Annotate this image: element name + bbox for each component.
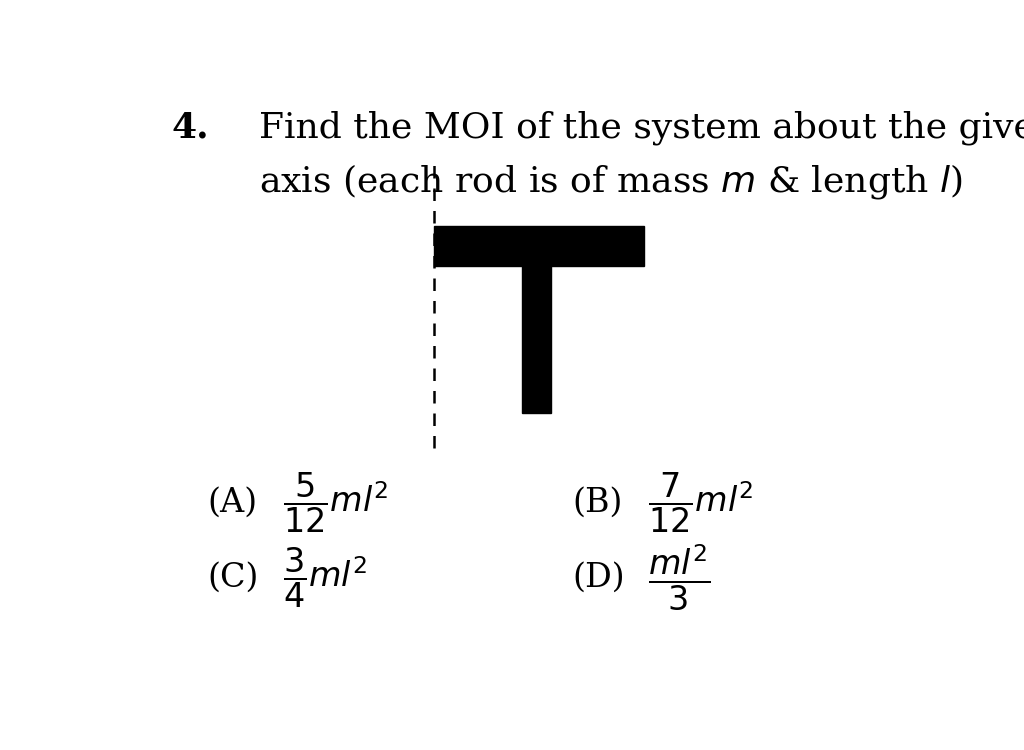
- Text: Find the MOI of the system about the given: Find the MOI of the system about the giv…: [259, 110, 1024, 145]
- Text: $\dfrac{7}{12}ml^2$: $\dfrac{7}{12}ml^2$: [648, 471, 754, 535]
- Text: $\dfrac{5}{12}ml^2$: $\dfrac{5}{12}ml^2$: [283, 471, 388, 535]
- Text: (B): (B): [572, 487, 623, 519]
- Text: $\dfrac{3}{4}ml^2$: $\dfrac{3}{4}ml^2$: [283, 546, 367, 610]
- Text: (A): (A): [207, 487, 257, 519]
- Text: (D): (D): [572, 562, 625, 594]
- Bar: [433, 226, 644, 266]
- Text: 4.: 4.: [172, 110, 209, 144]
- Text: (C): (C): [207, 562, 259, 594]
- Text: $\dfrac{ml^2}{3}$: $\dfrac{ml^2}{3}$: [648, 543, 710, 613]
- Text: axis (each rod is of mass $m$ & length $l$): axis (each rod is of mass $m$ & length $…: [259, 162, 963, 201]
- Bar: [522, 246, 551, 413]
